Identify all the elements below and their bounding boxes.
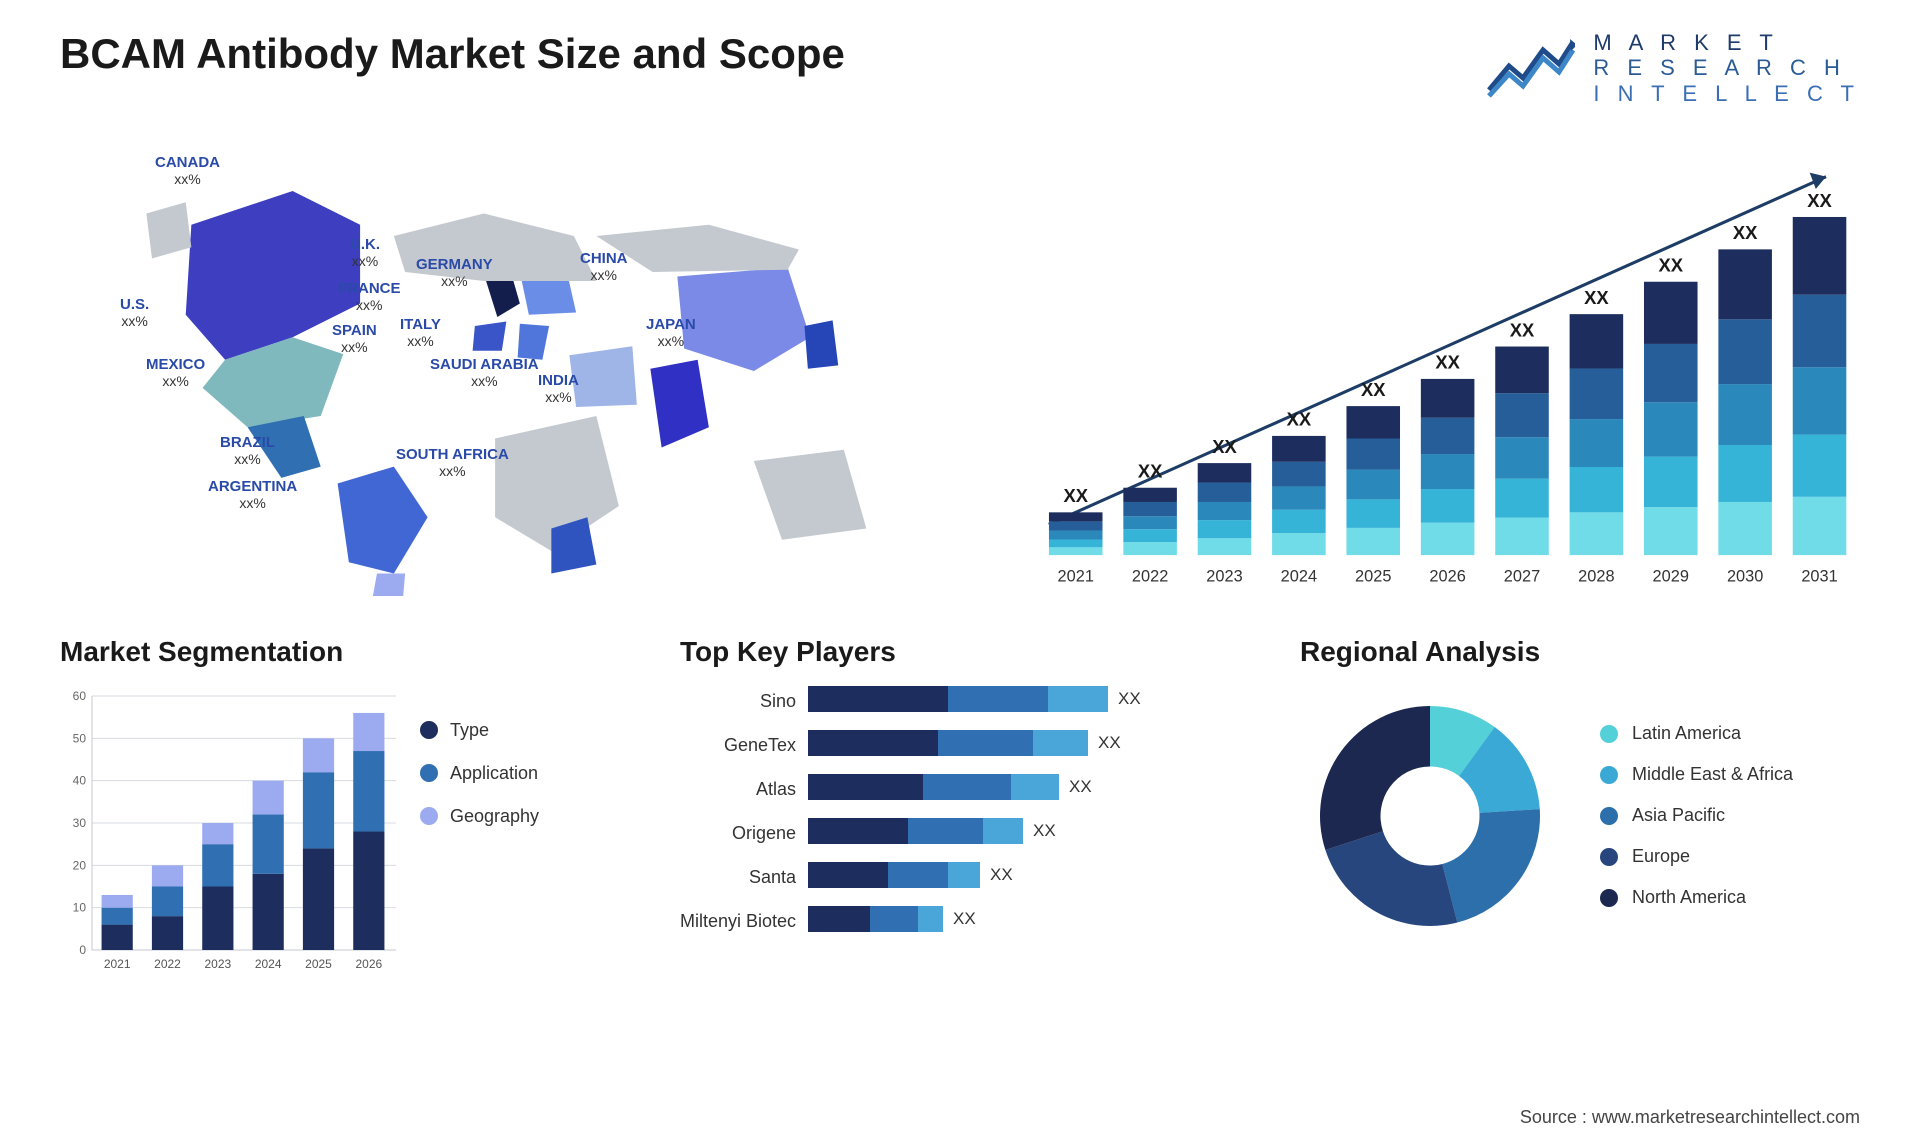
svg-text:20: 20 [73, 858, 87, 872]
svg-text:XX: XX [1361, 379, 1386, 400]
region-legend-item: Middle East & Africa [1600, 764, 1793, 785]
player-bar-row: XX [808, 818, 1141, 844]
svg-text:50: 50 [73, 731, 87, 745]
svg-text:2028: 2028 [1578, 568, 1614, 586]
svg-text:2026: 2026 [1430, 568, 1466, 586]
logo-line-3: I N T E L L E C T [1593, 81, 1860, 106]
region-legend-item: Europe [1600, 846, 1793, 867]
svg-text:XX: XX [1584, 287, 1609, 308]
regional-title: Regional Analysis [1300, 636, 1860, 668]
player-bar-row: XX [808, 906, 1141, 932]
map-label-saudi-arabia: SAUDI ARABIAxx% [430, 356, 539, 389]
regional-panel: Regional Analysis Latin America Middle Ea… [1300, 636, 1860, 976]
player-bar-row: XX [808, 774, 1141, 800]
brand-logo: M A R K E T R E S E A R C H I N T E L L … [1485, 30, 1860, 106]
map-label-spain: SPAINxx% [332, 322, 377, 355]
logo-line-2: R E S E A R C H [1593, 55, 1860, 80]
svg-text:10: 10 [73, 901, 87, 915]
svg-text:2022: 2022 [154, 957, 181, 971]
svg-text:XX: XX [1436, 352, 1461, 373]
svg-text:2026: 2026 [355, 957, 382, 971]
player-bar-row: XX [808, 730, 1141, 756]
map-label-france: FRANCExx% [338, 280, 401, 313]
svg-text:XX: XX [1807, 190, 1832, 211]
player-label: Atlas [756, 776, 796, 802]
svg-text:2031: 2031 [1802, 568, 1838, 586]
page-title: BCAM Antibody Market Size and Scope [60, 30, 845, 78]
svg-text:2021: 2021 [104, 957, 131, 971]
svg-text:XX: XX [1733, 222, 1758, 243]
map-label-italy: ITALYxx% [400, 316, 441, 349]
seg-legend-application: Application [420, 763, 539, 784]
map-label-china: CHINAxx% [580, 250, 628, 283]
map-label-mexico: MEXICOxx% [146, 356, 205, 389]
segmentation-panel: Market Segmentation 0 10 20 30 40 50 60 2021 202… [60, 636, 620, 976]
svg-text:XX: XX [1659, 254, 1684, 275]
map-label-germany: GERMANYxx% [416, 256, 493, 289]
svg-text:2025: 2025 [305, 957, 332, 971]
svg-text:XX: XX [1064, 485, 1089, 506]
svg-text:2027: 2027 [1504, 568, 1540, 586]
svg-text:2023: 2023 [204, 957, 231, 971]
map-label-brazil: BRAZILxx% [220, 434, 275, 467]
svg-text:2024: 2024 [255, 957, 282, 971]
source-attribution: Source : www.marketresearchintellect.com [1520, 1107, 1860, 1128]
player-bar-row: XX [808, 862, 1141, 888]
seg-legend-type: Type [420, 720, 539, 741]
map-label-u-k-: U.K.xx% [350, 236, 380, 269]
map-label-argentina: ARGENTINAxx% [208, 478, 297, 511]
svg-text:2023: 2023 [1206, 568, 1242, 586]
player-label: GeneTex [724, 732, 796, 758]
svg-text:XX: XX [1212, 436, 1237, 457]
svg-text:30: 30 [73, 816, 87, 830]
map-label-japan: JAPANxx% [646, 316, 696, 349]
svg-text:60: 60 [73, 689, 87, 703]
region-legend-item: Latin America [1600, 723, 1793, 744]
region-legend-item: Asia Pacific [1600, 805, 1793, 826]
svg-text:2024: 2024 [1281, 568, 1317, 586]
growth-bar-chart: XX 2021 XX 2022 XX 2023 XX 2024 XX 2025 XX 2026 XX 20… [1015, 146, 1860, 596]
key-players-title: Top Key Players [680, 636, 1240, 668]
region-legend-item: North America [1600, 887, 1793, 908]
svg-text:0: 0 [79, 943, 86, 957]
player-bar-row: XX [808, 686, 1141, 712]
svg-text:2022: 2022 [1132, 568, 1168, 586]
map-label-india: INDIAxx% [538, 372, 579, 405]
svg-text:XX: XX [1287, 409, 1312, 430]
svg-text:2021: 2021 [1058, 568, 1094, 586]
player-label: Sino [760, 688, 796, 714]
map-label-canada: CANADAxx% [155, 154, 220, 187]
world-map-panel: CANADAxx% U.S.xx% MEXICOxx% BRAZILxx% ARGENT… [60, 146, 975, 596]
svg-text:XX: XX [1510, 319, 1535, 340]
svg-text:40: 40 [73, 774, 87, 788]
svg-text:2025: 2025 [1355, 568, 1391, 586]
player-label: Miltenyi Biotec [680, 908, 796, 934]
key-players-panel: Top Key Players Sino GeneTex Atlas Origene S… [680, 636, 1240, 976]
logo-line-1: M A R K E T [1593, 30, 1860, 55]
map-label-u-s-: U.S.xx% [120, 296, 149, 329]
svg-text:2030: 2030 [1727, 568, 1763, 586]
svg-text:XX: XX [1138, 460, 1163, 481]
seg-legend-geography: Geography [420, 806, 539, 827]
map-label-south-africa: SOUTH AFRICAxx% [396, 446, 509, 479]
player-label: Santa [749, 864, 796, 890]
segmentation-title: Market Segmentation [60, 636, 620, 668]
player-label: Origene [732, 820, 796, 846]
svg-text:2029: 2029 [1653, 568, 1689, 586]
